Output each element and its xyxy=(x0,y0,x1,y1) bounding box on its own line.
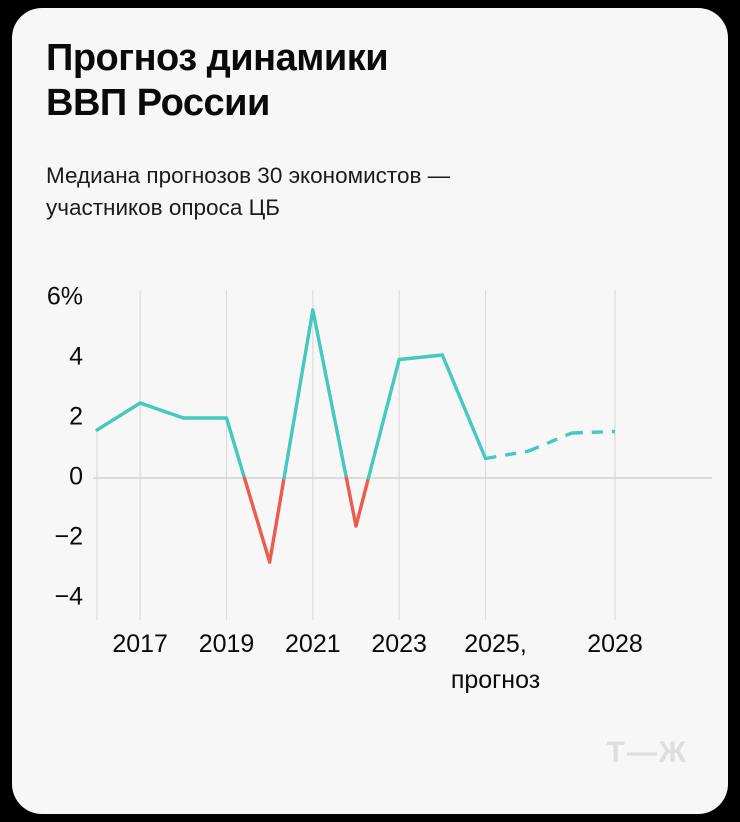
gdp-line-series xyxy=(95,308,616,564)
y-axis-tick-label: −4 xyxy=(54,583,83,611)
page-title: Прогноз динамики ВВП России xyxy=(46,37,389,124)
y-axis-tick-labels: 6% 4 2 0 −2 −4 xyxy=(47,283,83,611)
vertical-gridlines xyxy=(96,290,616,620)
y-axis-tick-label: 6% xyxy=(47,283,83,311)
gdp-forecast-line-chart: 6%420−2−4 2017 2019 2021 2023 2025, прогноз20… xyxy=(47,283,712,694)
y-axis-tick-label: 4 xyxy=(69,343,83,371)
chart-card: Прогноз динамики ВВП России Медиана прог… xyxy=(12,8,728,814)
y-axis-tick-label: −2 xyxy=(54,523,83,551)
x-axis-tick-label: 2028 xyxy=(587,630,643,658)
page-subtitle: Медиана прогнозов 30 экономистов — участ… xyxy=(46,163,451,220)
chart-plot-area: 6% 4 2 0 −2 −4 2017 2019 2021 2023 2025, прогноз 20… xyxy=(12,8,728,814)
x-axis-tick-labels: 2017 2019 2021 2023 2025, прогноз 2028 xyxy=(112,630,642,694)
x-axis-tick-label: 2019 xyxy=(199,630,255,658)
x-axis-tick-label: 2025, прогноз xyxy=(451,630,540,694)
y-axis-tick-label: 2 xyxy=(69,403,83,431)
x-axis-tick-label: 2021 xyxy=(285,630,341,658)
x-axis-tick-label: 2023 xyxy=(371,630,427,658)
brand-watermark: Т—Ж xyxy=(606,736,688,769)
y-axis-tick-label: 0 xyxy=(69,463,83,491)
x-axis-tick-label: 2017 xyxy=(112,630,168,658)
